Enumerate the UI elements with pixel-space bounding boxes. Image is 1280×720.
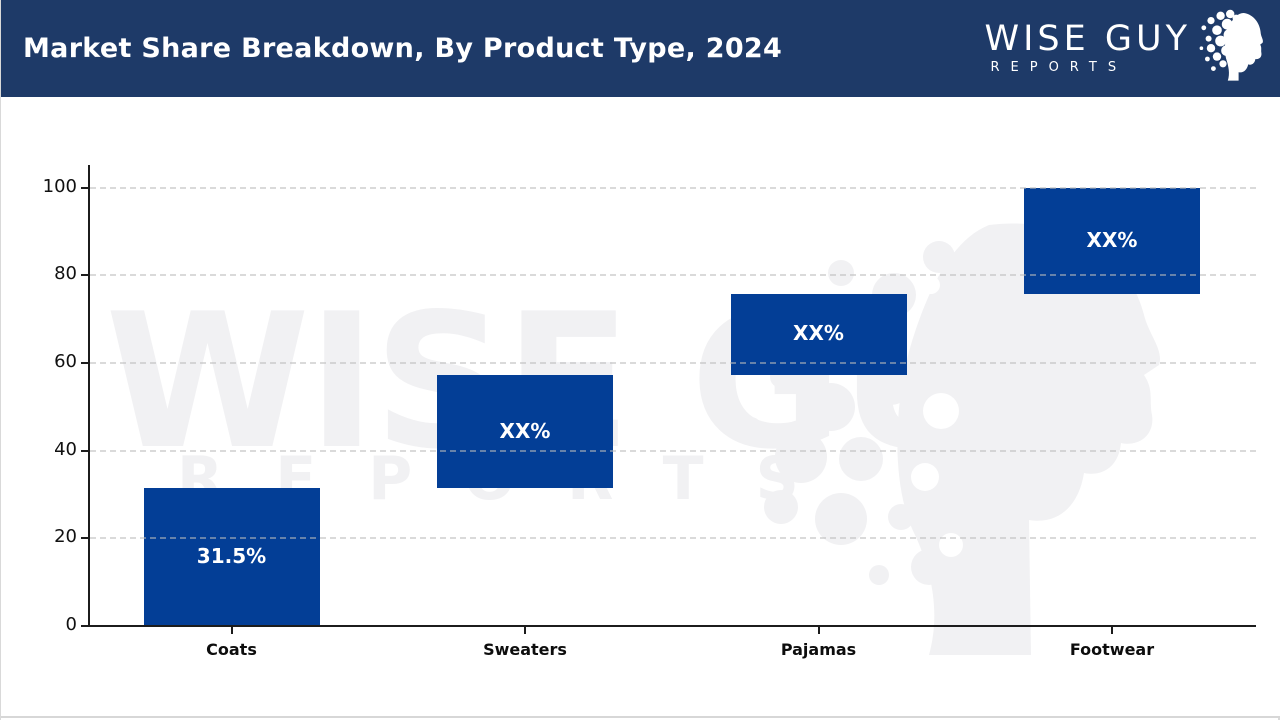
- y-tick-80: [81, 274, 89, 277]
- chart-canvas: WISE GUY REPORTS 02040608010031.5%CoatsX…: [1, 97, 1280, 718]
- y-tick-20: [81, 537, 89, 540]
- gridline-80: [90, 274, 1256, 277]
- x-tick-pajamas: [817, 627, 820, 634]
- x-tick-label-coats: Coats: [206, 640, 257, 659]
- brand-logo: WISE GUY REPORTS: [984, 7, 1265, 91]
- gridline-20: [90, 537, 1256, 540]
- gridline-40: [90, 449, 1256, 452]
- brand-name: WISE GUY: [984, 19, 1191, 59]
- y-tick-label-100: 100: [42, 175, 77, 197]
- gridline-100: [90, 186, 1256, 189]
- y-tick-100: [81, 186, 89, 189]
- header-bar: Market Share Breakdown, By Product Type,…: [1, 0, 1280, 97]
- y-tick-label-80: 80: [54, 263, 77, 285]
- bar-value-label-coats: 31.5%: [196, 543, 267, 568]
- brand-head-icon: [1193, 7, 1265, 91]
- bar-value-label-pajamas: XX%: [793, 321, 844, 346]
- bar-pajamas: [730, 293, 907, 376]
- y-axis-line: [88, 165, 90, 625]
- bar-coats: [143, 487, 320, 626]
- brand-subname: REPORTS: [990, 60, 1128, 75]
- x-axis-line: [88, 625, 1256, 627]
- y-tick-label-20: 20: [54, 526, 77, 548]
- page-title: Market Share Breakdown, By Product Type,…: [23, 33, 783, 64]
- y-tick-label-60: 60: [54, 350, 77, 372]
- bar-value-label-sweaters: XX%: [499, 418, 551, 443]
- bar-sweaters: [437, 375, 613, 488]
- x-tick-footwear: [1111, 627, 1113, 634]
- y-tick-40: [81, 449, 89, 452]
- x-tick-sweaters: [524, 627, 526, 634]
- y-tick-label-40: 40: [54, 438, 77, 460]
- bar-value-label-footwear: XX%: [1086, 227, 1138, 252]
- brand-logo-text: WISE GUY REPORTS: [984, 19, 1191, 76]
- x-tick-label-pajamas: Pajamas: [780, 640, 857, 659]
- x-tick-label-footwear: Footwear: [1069, 640, 1155, 659]
- x-tick-coats: [230, 627, 233, 634]
- gridline-60: [90, 361, 1256, 364]
- y-tick-60: [81, 361, 89, 364]
- y-tick-label-0: 0: [65, 614, 77, 635]
- x-tick-label-sweaters: Sweaters: [483, 640, 567, 659]
- page-bottom-border: [1, 716, 1280, 718]
- y-tick-0: [81, 625, 89, 627]
